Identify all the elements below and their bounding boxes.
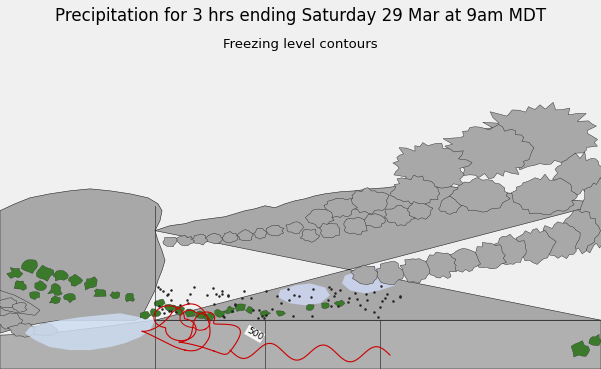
Polygon shape [222,231,238,243]
Polygon shape [475,242,507,269]
Polygon shape [215,309,225,317]
Polygon shape [22,260,37,273]
Polygon shape [364,214,386,228]
Polygon shape [320,224,340,238]
Polygon shape [538,222,580,259]
Text: 500: 500 [245,326,264,342]
Polygon shape [35,280,47,291]
Polygon shape [175,306,185,316]
Polygon shape [126,293,135,302]
Polygon shape [164,304,177,311]
Polygon shape [14,281,26,290]
Polygon shape [334,300,345,307]
Polygon shape [300,229,320,242]
Text: Freezing level contours: Freezing level contours [223,38,378,51]
Polygon shape [155,184,601,320]
Polygon shape [390,175,440,207]
Polygon shape [400,259,430,283]
Polygon shape [25,313,155,350]
Polygon shape [8,323,43,337]
Text: Precipitation for 3 hrs ending Saturday 29 Mar at 9am MDT: Precipitation for 3 hrs ending Saturday … [55,7,546,25]
Polygon shape [511,174,578,215]
Polygon shape [33,324,58,335]
Polygon shape [154,299,165,307]
Polygon shape [562,210,600,254]
Polygon shape [516,229,556,264]
Polygon shape [305,209,334,228]
Polygon shape [140,311,151,319]
Polygon shape [307,304,314,311]
Polygon shape [576,177,601,253]
Polygon shape [69,274,83,286]
Polygon shape [185,309,195,317]
Polygon shape [0,320,601,369]
Polygon shape [351,265,377,285]
Polygon shape [422,252,456,279]
Polygon shape [245,307,253,314]
Polygon shape [237,230,253,241]
Polygon shape [344,217,368,234]
Polygon shape [36,265,54,281]
Polygon shape [150,309,161,317]
Polygon shape [7,268,23,279]
Polygon shape [349,188,389,214]
Polygon shape [204,312,215,321]
Polygon shape [0,290,40,315]
Polygon shape [286,222,304,234]
Polygon shape [235,304,246,311]
Polygon shape [192,235,207,245]
Polygon shape [324,198,358,218]
Polygon shape [278,283,330,305]
Polygon shape [195,311,206,319]
Polygon shape [276,311,285,316]
Polygon shape [322,303,329,309]
Polygon shape [376,262,403,284]
Polygon shape [13,303,27,312]
Polygon shape [53,270,69,281]
Polygon shape [163,237,177,247]
Polygon shape [571,341,590,357]
Polygon shape [49,296,60,304]
Polygon shape [110,292,120,299]
Polygon shape [407,201,433,220]
Polygon shape [439,196,462,214]
Polygon shape [260,310,270,317]
Polygon shape [479,102,597,170]
Polygon shape [443,125,534,179]
Polygon shape [449,249,481,272]
Polygon shape [266,225,284,236]
Polygon shape [552,152,601,197]
Polygon shape [448,177,510,212]
Polygon shape [47,283,63,296]
Polygon shape [393,142,472,189]
Polygon shape [342,268,400,293]
Polygon shape [0,189,165,333]
Polygon shape [206,233,222,244]
Polygon shape [254,228,267,239]
Polygon shape [29,292,40,300]
Polygon shape [0,298,17,308]
Polygon shape [589,334,601,346]
Polygon shape [84,277,97,290]
Polygon shape [385,205,415,225]
Polygon shape [494,234,526,265]
Polygon shape [177,235,194,246]
Polygon shape [63,293,76,303]
Polygon shape [0,313,23,329]
Polygon shape [94,289,106,297]
Polygon shape [225,306,234,314]
